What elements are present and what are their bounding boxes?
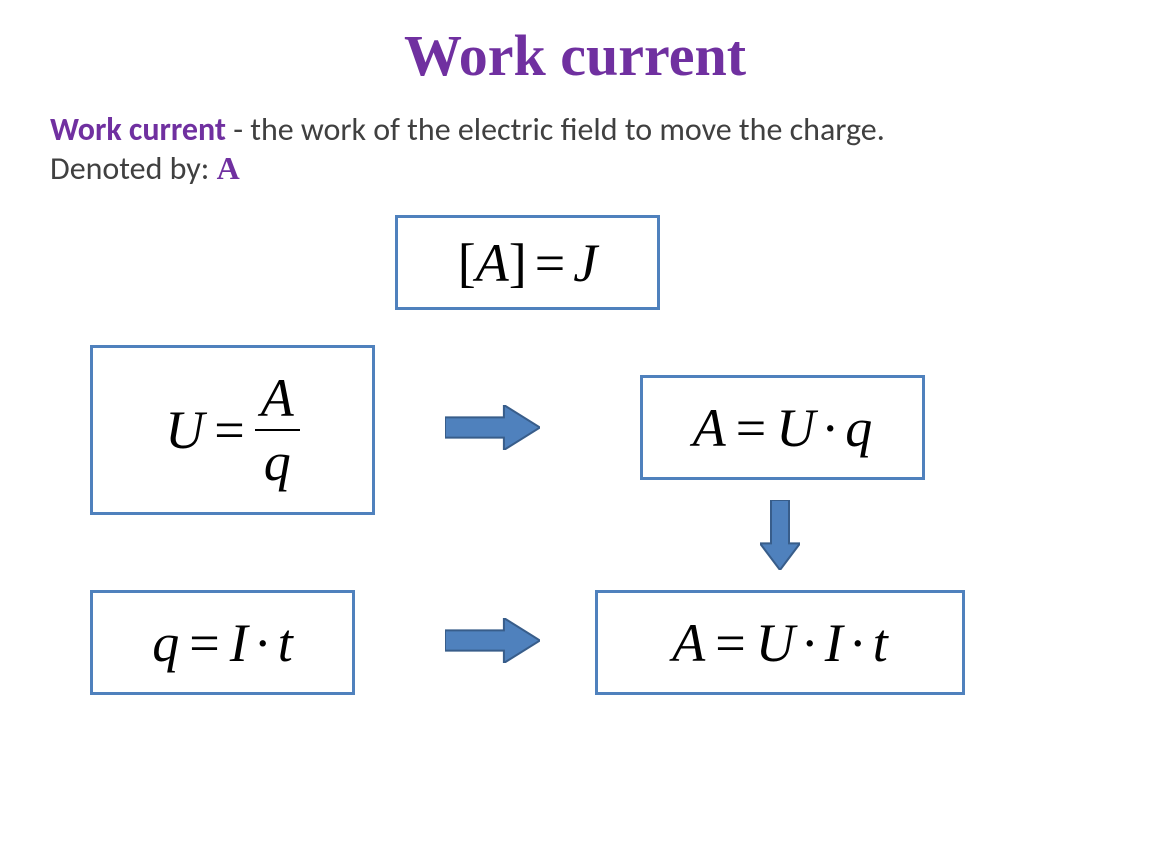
fraction-bar xyxy=(255,429,300,431)
formula-charge: q=I·t xyxy=(90,590,355,695)
arrow-right-icon xyxy=(445,618,540,663)
arrow-down-icon xyxy=(760,500,800,570)
definition-text: Work current - the work of the electric … xyxy=(50,110,885,188)
symbol-A: A xyxy=(476,232,509,294)
arrow-right-icon xyxy=(445,405,540,450)
formula-work-uit: A=U·I·t xyxy=(595,590,965,695)
term: Work current xyxy=(50,110,226,149)
formula-work-uq: A=U·q xyxy=(640,375,925,480)
denoted-letter: А xyxy=(217,150,240,186)
symbol-U: U xyxy=(165,399,204,461)
equation-text: A=U·I·t xyxy=(672,612,887,674)
denoted-label: Denoted by: xyxy=(50,149,217,188)
symbol-J: J xyxy=(573,232,597,294)
page-title: Work current xyxy=(0,22,1150,89)
definition-body: - the work of the electric field to move… xyxy=(226,110,885,149)
equation-text: A=U·q xyxy=(693,397,872,459)
fraction-denominator: q xyxy=(258,435,297,489)
slide: Work current Work current - the work of … xyxy=(0,0,1150,864)
equation-text: q=I·t xyxy=(152,612,292,674)
fraction-numerator: A xyxy=(255,371,300,425)
formula-voltage: U = A q xyxy=(90,345,375,515)
formula-unit: [A]=J xyxy=(395,215,660,310)
